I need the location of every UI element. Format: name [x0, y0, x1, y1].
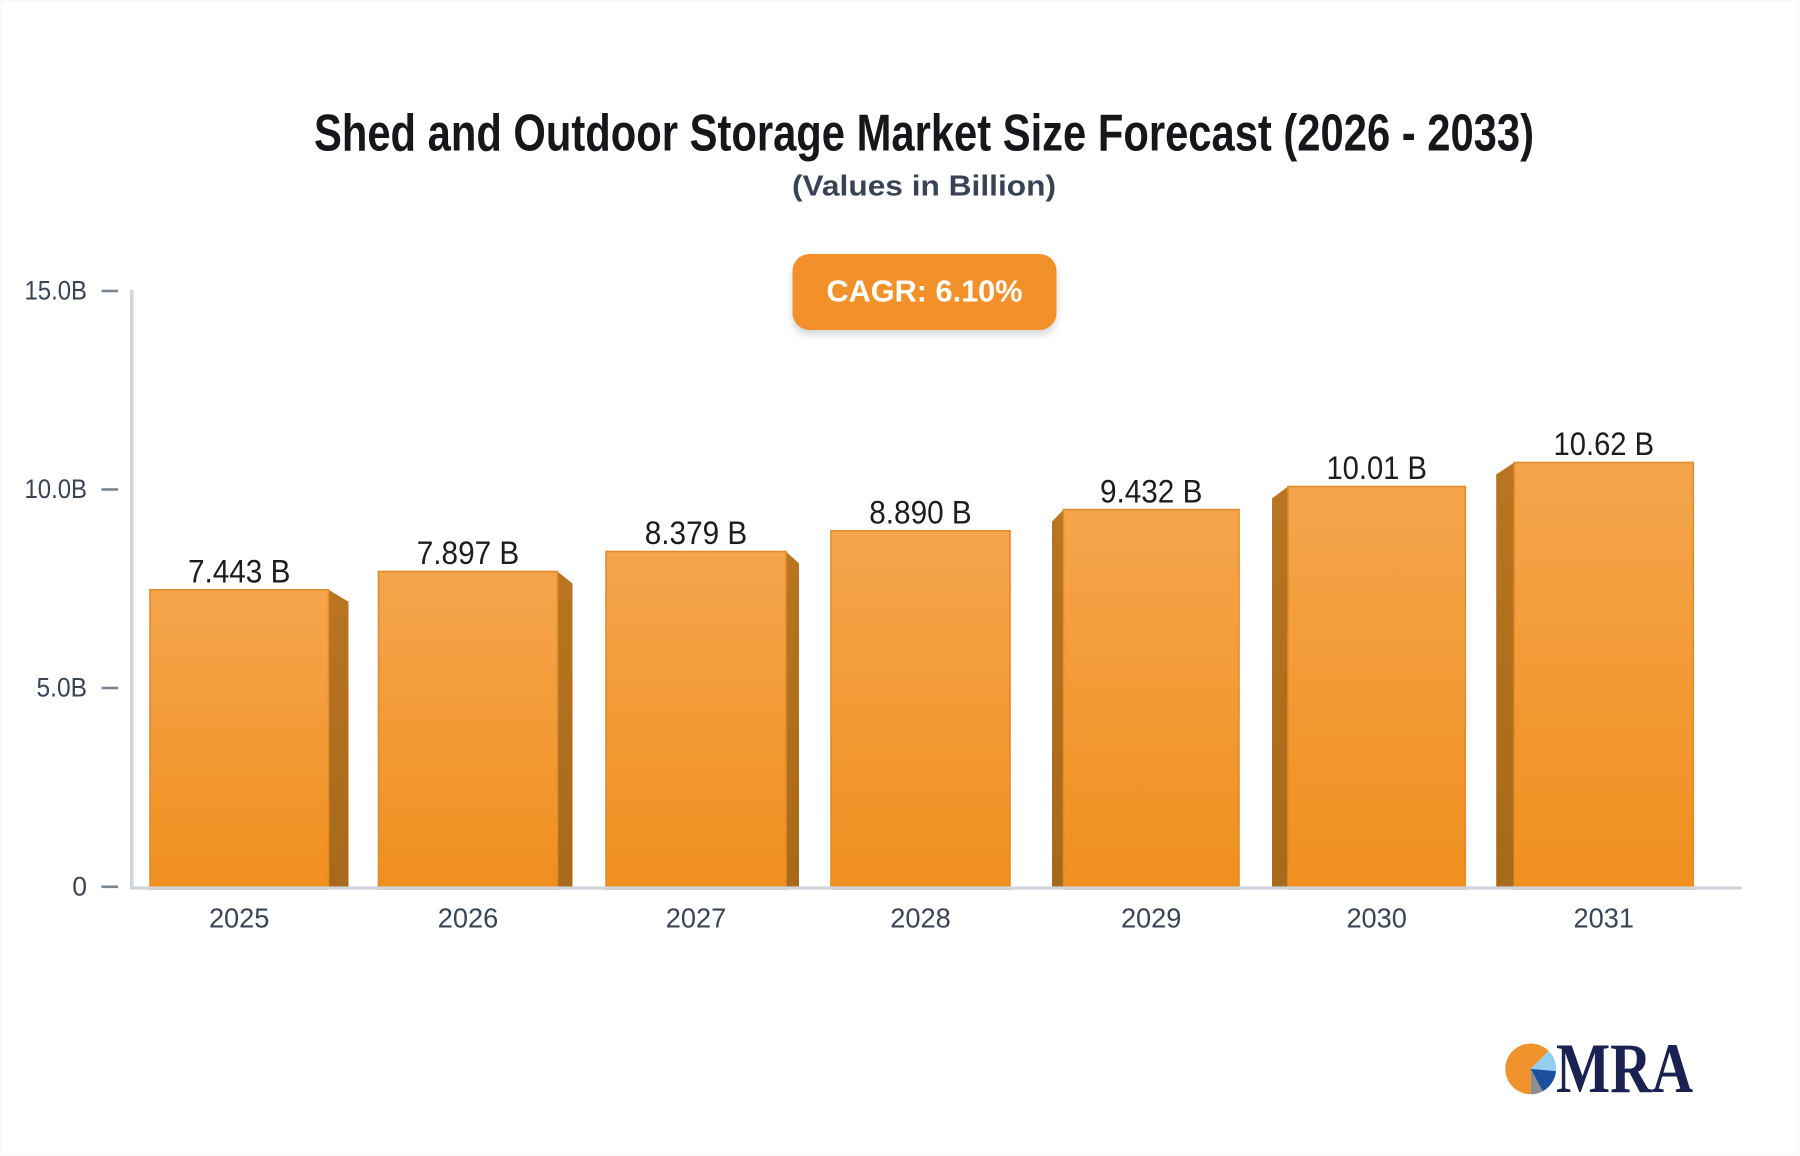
- svg-text:8.890 B: 8.890 B: [869, 495, 972, 531]
- svg-text:2027: 2027: [666, 903, 727, 934]
- svg-text:2031: 2031: [1574, 903, 1635, 934]
- svg-text:15.0B: 15.0B: [25, 276, 88, 306]
- svg-text:Shed and Outdoor Storage Marke: Shed and Outdoor Storage Market Size For…: [314, 105, 1534, 163]
- svg-text:8.379 B: 8.379 B: [645, 515, 748, 551]
- svg-text:7.443 B: 7.443 B: [188, 554, 291, 590]
- svg-text:9.432 B: 9.432 B: [1100, 473, 1203, 509]
- svg-text:10.01 B: 10.01 B: [1326, 450, 1427, 486]
- svg-text:MRA: MRA: [1556, 1030, 1693, 1108]
- svg-text:(Values in Billion): (Values in Billion): [792, 171, 1056, 203]
- svg-text:2025: 2025: [209, 903, 270, 934]
- svg-text:5.0B: 5.0B: [37, 673, 88, 703]
- svg-text:10.0B: 10.0B: [25, 474, 88, 504]
- svg-text:2028: 2028: [890, 903, 951, 934]
- svg-text:0: 0: [72, 872, 87, 902]
- svg-text:2029: 2029: [1121, 903, 1182, 934]
- svg-text:2030: 2030: [1346, 903, 1407, 934]
- svg-text:2026: 2026: [438, 903, 499, 934]
- svg-text:10.62 B: 10.62 B: [1554, 426, 1655, 462]
- svg-text:CAGR: 6.10%: CAGR: 6.10%: [827, 274, 1023, 309]
- svg-text:7.897 B: 7.897 B: [417, 535, 520, 571]
